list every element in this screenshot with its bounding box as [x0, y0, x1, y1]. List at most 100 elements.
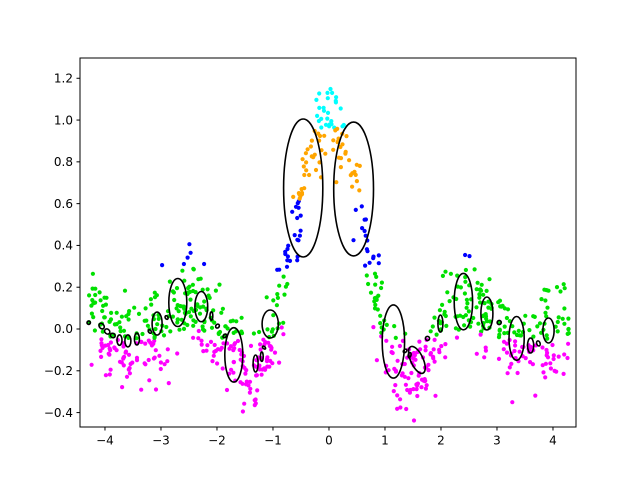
- scatter-point: [432, 315, 437, 320]
- scatter-point: [99, 343, 104, 348]
- scatter-point: [523, 356, 528, 361]
- scatter-point: [543, 310, 548, 315]
- scatter-point: [566, 341, 571, 346]
- scatter-point: [121, 355, 126, 360]
- scatter-point: [482, 301, 487, 306]
- scatter-point: [523, 313, 528, 318]
- scatter-point: [139, 339, 144, 345]
- scatter-point: [152, 290, 157, 295]
- scatter-point: [543, 361, 549, 366]
- scatter-point: [302, 186, 307, 191]
- scatter-point: [364, 273, 369, 278]
- scatter-point: [463, 252, 468, 258]
- scatter-point: [504, 315, 509, 321]
- covariance-ellipse: [147, 328, 153, 335]
- scatter-point: [516, 328, 521, 333]
- scatter-point: [443, 355, 448, 360]
- scatter-point: [393, 383, 398, 388]
- scatter-point: [247, 379, 253, 384]
- scatter-point: [204, 348, 209, 353]
- scatter-point: [258, 342, 263, 347]
- scatter-point: [151, 356, 156, 361]
- scatter-point: [481, 292, 486, 297]
- scatter-point: [121, 328, 127, 333]
- scatter-point: [165, 347, 170, 352]
- scatter-point: [270, 361, 275, 366]
- scatter-point: [541, 370, 546, 375]
- scatter-point: [98, 298, 103, 303]
- x-tick-label: 1: [381, 434, 389, 448]
- scatter-point: [323, 151, 328, 156]
- scatter-point: [496, 356, 502, 361]
- scatter-point: [126, 317, 131, 322]
- scatter-point: [317, 91, 322, 96]
- scatter-point: [343, 151, 348, 156]
- scatter-point: [325, 110, 331, 115]
- scatter-point: [548, 366, 554, 371]
- scatter-point: [562, 321, 567, 326]
- scatter-point: [423, 344, 428, 349]
- scatter-point: [248, 386, 253, 391]
- scatter-point: [187, 284, 192, 289]
- scatter-point: [108, 340, 113, 345]
- scatter-point: [231, 359, 236, 365]
- scatter-point: [476, 321, 481, 326]
- scatter-point: [315, 113, 320, 118]
- x-tick-label: 2: [437, 434, 445, 448]
- scatter-point: [507, 365, 512, 370]
- scatter-point: [431, 347, 436, 352]
- scatter-point: [167, 279, 172, 284]
- scatter-point: [384, 338, 389, 343]
- scatter-point: [264, 295, 269, 300]
- scatter-point: [300, 157, 305, 162]
- scatter-point: [212, 342, 217, 348]
- scatter-point: [532, 314, 537, 319]
- scatter-point: [373, 282, 378, 287]
- scatter-point: [264, 359, 270, 364]
- scatter-point: [201, 304, 206, 309]
- scatter-point: [512, 330, 517, 335]
- y-tick-label: −0.4: [44, 406, 73, 420]
- scatter-point: [304, 160, 309, 165]
- scatter-point: [126, 352, 132, 357]
- scatter-point: [312, 152, 317, 157]
- scatter-point: [304, 168, 309, 173]
- covariance-ellipse: [109, 332, 117, 339]
- scatter-point: [504, 350, 510, 355]
- scatter-point: [334, 180, 339, 185]
- scatter-point: [189, 306, 194, 311]
- scatter-point: [225, 326, 230, 331]
- scatter-point: [482, 355, 487, 360]
- scatter-point: [483, 348, 488, 353]
- covariance-ellipse: [381, 304, 406, 379]
- scatter-point: [239, 331, 245, 336]
- scatter-point: [298, 213, 303, 218]
- scatter-point: [282, 292, 287, 297]
- scatter-point: [185, 322, 190, 328]
- scatter-point: [384, 322, 389, 327]
- scatter-point: [331, 147, 336, 152]
- scatter-point: [240, 409, 245, 414]
- scatter-point: [325, 96, 330, 101]
- scatter-point: [237, 347, 242, 353]
- scatter-point: [405, 387, 410, 393]
- covariance-ellipse: [480, 296, 494, 331]
- scatter-point: [509, 361, 514, 366]
- covariance-ellipse: [496, 319, 503, 326]
- scatter-point-outlier: [202, 261, 207, 267]
- scatter-point: [543, 298, 548, 303]
- x-tick-label: 4: [549, 434, 557, 448]
- scatter-point: [430, 324, 435, 329]
- scatter-point: [540, 363, 545, 368]
- scatter-point: [515, 370, 520, 376]
- scatter-point: [308, 144, 313, 149]
- scatter-point: [513, 339, 518, 344]
- scatter-point: [474, 351, 479, 356]
- scatter-point: [155, 322, 160, 327]
- scatter-point: [175, 351, 180, 356]
- y-tick-label: 0.0: [54, 322, 73, 336]
- scatter-point: [114, 310, 119, 315]
- scatter-point: [313, 167, 319, 173]
- scatter-point: [157, 353, 162, 358]
- scatter-point: [235, 338, 241, 344]
